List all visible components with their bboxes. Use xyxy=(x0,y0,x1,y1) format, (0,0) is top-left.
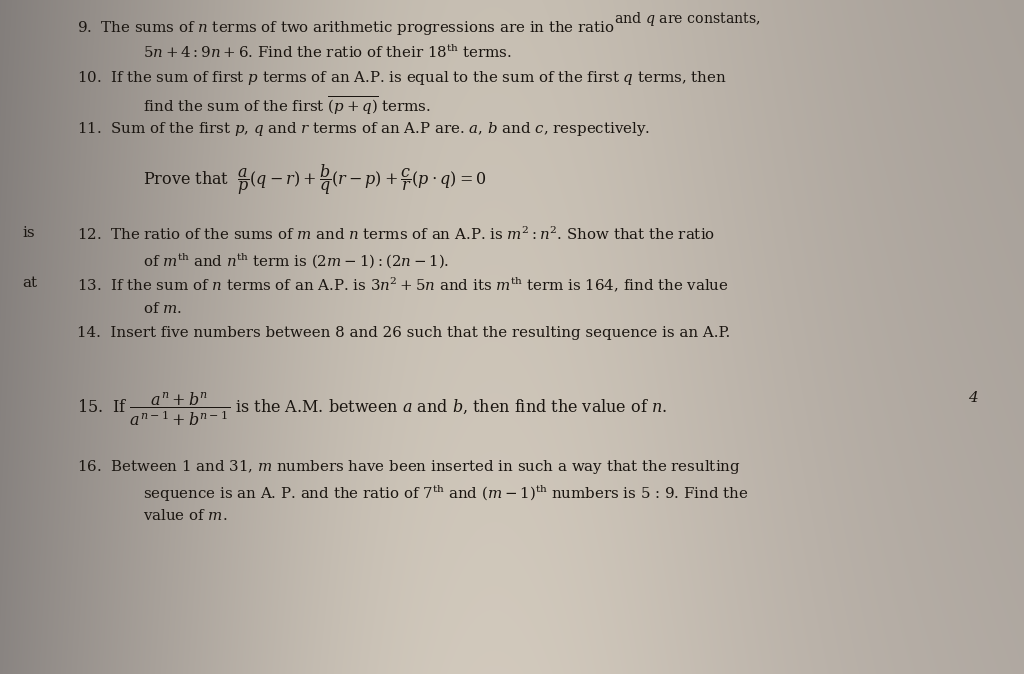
Text: 10.  If the sum of first $p$ terms of an A.P. is equal to the sum of the first $: 10. If the sum of first $p$ terms of an … xyxy=(77,69,726,88)
Text: 9.  The sums of $n$ terms of two arithmetic progressions are in the ratio: 9. The sums of $n$ terms of two arithmet… xyxy=(77,19,614,37)
Text: find the sum of the first $\overline{(p+q)}$ terms.: find the sum of the first $\overline{(p+… xyxy=(143,94,431,117)
Text: 13.  If the sum of $n$ terms of an A.P. is $3n^2+5n$ and its $m^{\rm th}$ term i: 13. If the sum of $n$ terms of an A.P. i… xyxy=(77,276,728,295)
Text: 16.  Between 1 and 31, $m$ numbers have been inserted in such a way that the res: 16. Between 1 and 31, $m$ numbers have b… xyxy=(77,458,740,477)
Text: of $m$.: of $m$. xyxy=(143,301,182,315)
Text: $5n+4:9n+6$. Find the ratio of their 18$^{\rm th}$ terms.: $5n+4:9n+6$. Find the ratio of their 18$… xyxy=(143,44,512,61)
Text: of $m^{\rm th}$ and $n^{\rm th}$ term is $(2m-1):(2n-1)$.: of $m^{\rm th}$ and $n^{\rm th}$ term is… xyxy=(143,251,450,270)
Text: is: is xyxy=(23,226,35,240)
Text: Prove that  $\dfrac{a}{p}(q-r)+\dfrac{b}{q}(r-p)+\dfrac{c}{r}(p\cdot q)=0$: Prove that $\dfrac{a}{p}(q-r)+\dfrac{b}{… xyxy=(143,162,487,197)
Text: 14.  Insert five numbers between 8 and 26 such that the resulting sequence is an: 14. Insert five numbers between 8 and 26… xyxy=(77,326,730,340)
Text: sequence is an A. P. and the ratio of 7$^{\rm th}$ and $(m-1)^{\rm th}$ numbers : sequence is an A. P. and the ratio of 7$… xyxy=(143,483,749,503)
Text: value of $m$.: value of $m$. xyxy=(143,508,228,523)
Text: and $q$ are constants,: and $q$ are constants, xyxy=(614,10,761,28)
Text: 11.  Sum of the first $p$, $q$ and $r$ terms of an A.P are. $a$, $b$ and $c$, re: 11. Sum of the first $p$, $q$ and $r$ te… xyxy=(77,120,650,138)
Text: 15.  If $\dfrac{a^n+b^n}{a^{n-1}+b^{n-1}}$ is the A.M. between $a$ and $b$, then: 15. If $\dfrac{a^n+b^n}{a^{n-1}+b^{n-1}}… xyxy=(77,391,667,428)
Text: at: at xyxy=(23,276,38,290)
Text: 4: 4 xyxy=(968,391,978,405)
Text: 12.  The ratio of the sums of $m$ and $n$ terms of an A.P. is $m^2:n^2$. Show th: 12. The ratio of the sums of $m$ and $n$… xyxy=(77,226,715,243)
